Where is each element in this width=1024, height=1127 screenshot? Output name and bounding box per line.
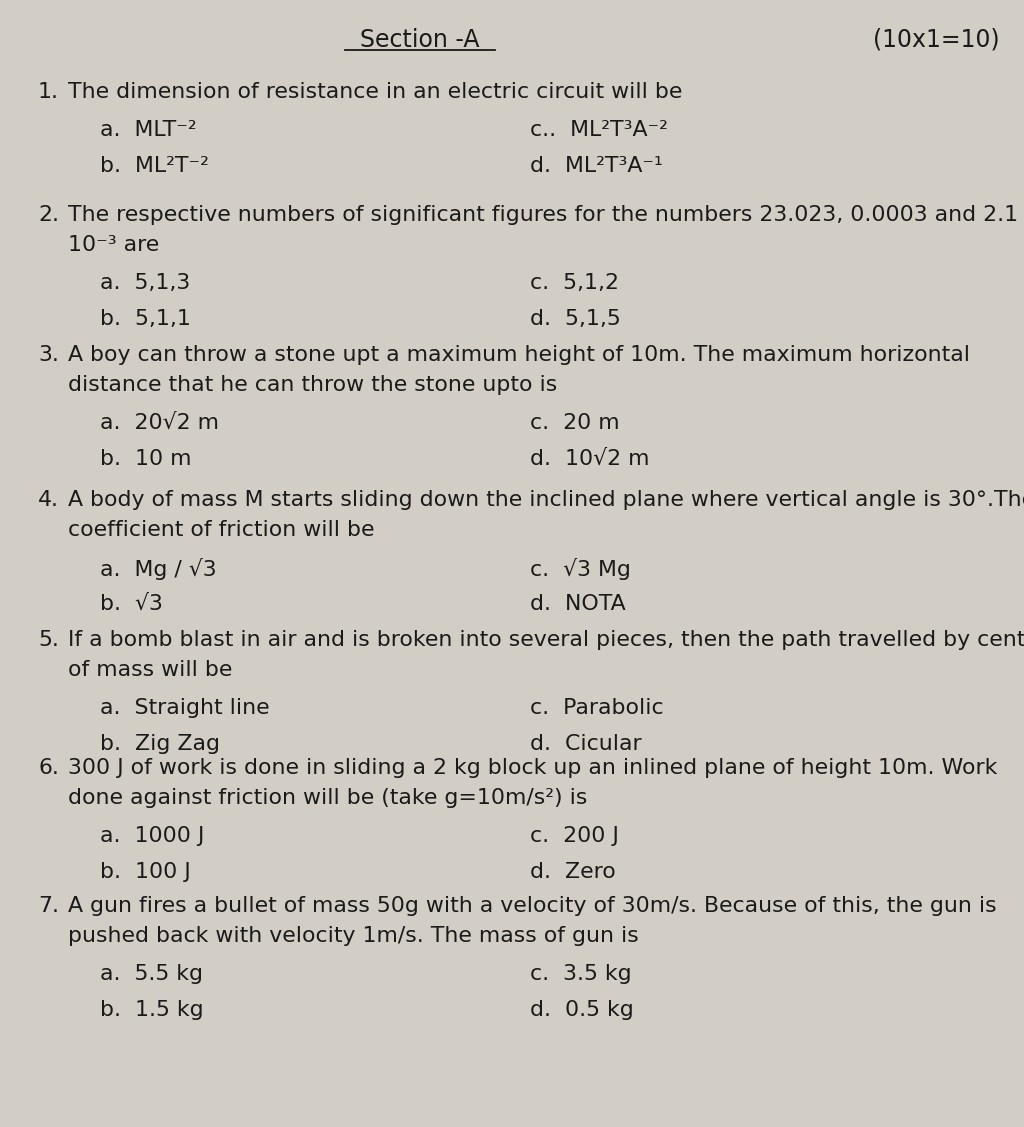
Text: A gun fires a bullet of mass 50g with a velocity of 30m/s. Because of this, the : A gun fires a bullet of mass 50g with a … <box>68 896 996 916</box>
Text: d.  ML²T³A⁻¹: d. ML²T³A⁻¹ <box>530 156 663 176</box>
Text: b.  1.5 kg: b. 1.5 kg <box>100 1000 204 1020</box>
Text: 2.: 2. <box>38 205 59 225</box>
Text: 3.: 3. <box>38 345 58 365</box>
Text: d.  5,1,5: d. 5,1,5 <box>530 309 621 329</box>
Text: The dimension of resistance in an electric circuit will be: The dimension of resistance in an electr… <box>68 82 682 103</box>
Text: c..  ML²T³A⁻²: c.. ML²T³A⁻² <box>530 119 668 140</box>
Text: A body of mass M starts sliding down the inclined plane where vertical angle is : A body of mass M starts sliding down the… <box>68 490 1024 511</box>
Text: d.  0.5 kg: d. 0.5 kg <box>530 1000 634 1020</box>
Text: a.  Mg / √3: a. Mg / √3 <box>100 558 217 580</box>
Text: c.  200 J: c. 200 J <box>530 826 618 846</box>
Text: 6.: 6. <box>38 758 58 778</box>
Text: b.  5,1,1: b. 5,1,1 <box>100 309 190 329</box>
Text: a.  MLT⁻²: a. MLT⁻² <box>100 119 197 140</box>
Text: distance that he can throw the stone upto is: distance that he can throw the stone upt… <box>68 375 557 394</box>
Text: 300 J of work is done in sliding a 2 kg block up an inlined plane of height 10m.: 300 J of work is done in sliding a 2 kg … <box>68 758 997 778</box>
Text: d.  Zero: d. Zero <box>530 862 615 882</box>
Text: 7.: 7. <box>38 896 59 916</box>
Text: of mass will be: of mass will be <box>68 660 232 680</box>
Text: coefficient of friction will be: coefficient of friction will be <box>68 520 375 540</box>
Text: d.  NOTA: d. NOTA <box>530 594 626 614</box>
Text: c.  3.5 kg: c. 3.5 kg <box>530 964 632 984</box>
Text: d.  10√2 m: d. 10√2 m <box>530 449 649 469</box>
Text: b.  ML²T⁻²: b. ML²T⁻² <box>100 156 209 176</box>
Text: The respective numbers of significant figures for the numbers 23.023, 0.0003 and: The respective numbers of significant fi… <box>68 205 1024 225</box>
Text: d.  Cicular: d. Cicular <box>530 734 642 754</box>
Text: 10⁻³ are: 10⁻³ are <box>68 236 160 255</box>
Text: 5.: 5. <box>38 630 58 650</box>
Text: a.  20√2 m: a. 20√2 m <box>100 412 219 433</box>
Text: a.  Straight line: a. Straight line <box>100 698 269 718</box>
Text: c.  20 m: c. 20 m <box>530 412 620 433</box>
Text: If a bomb blast in air and is broken into several pieces, then the path travelle: If a bomb blast in air and is broken int… <box>68 630 1024 650</box>
Text: c.  Parabolic: c. Parabolic <box>530 698 664 718</box>
Text: b.  10 m: b. 10 m <box>100 449 191 469</box>
Text: Section -A: Section -A <box>360 28 480 52</box>
Text: c.  √3 Mg: c. √3 Mg <box>530 558 631 580</box>
Text: b.  √3: b. √3 <box>100 594 163 614</box>
Text: c.  5,1,2: c. 5,1,2 <box>530 273 618 293</box>
Text: 4.: 4. <box>38 490 59 511</box>
Text: b.  Zig Zag: b. Zig Zag <box>100 734 220 754</box>
Text: b.  100 J: b. 100 J <box>100 862 190 882</box>
Text: pushed back with velocity 1m/s. The mass of gun is: pushed back with velocity 1m/s. The mass… <box>68 926 639 946</box>
Text: (10x1=10): (10x1=10) <box>873 28 1000 52</box>
Text: A boy can throw a stone upt a maximum height of 10m. The maximum horizontal: A boy can throw a stone upt a maximum he… <box>68 345 970 365</box>
Text: done against friction will be (take g=10m/s²) is: done against friction will be (take g=10… <box>68 788 588 808</box>
Text: a.  5.5 kg: a. 5.5 kg <box>100 964 203 984</box>
Text: 1.: 1. <box>38 82 59 103</box>
Text: a.  5,1,3: a. 5,1,3 <box>100 273 190 293</box>
Text: a.  1000 J: a. 1000 J <box>100 826 205 846</box>
